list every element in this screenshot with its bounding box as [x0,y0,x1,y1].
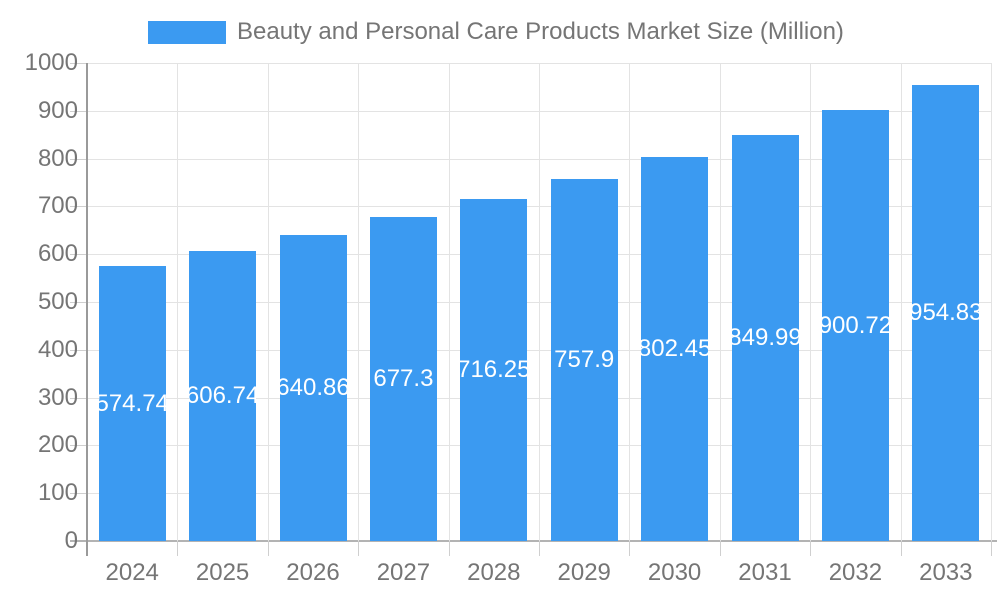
bar-value-label: 849.99 [731,323,799,351]
x-tick [448,541,450,556]
x-tick-label: 2026 [286,559,340,586]
x-gridline [267,63,269,541]
bar: 716.25 [460,198,528,541]
y-tick [70,302,87,303]
bar-value-label: 677.3 [373,365,434,393]
x-tick [267,541,269,556]
x-gridline [358,63,360,541]
legend-swatch [148,20,226,44]
x-tick-label: 2033 [919,559,973,586]
x-gridline [539,63,540,541]
bar-value-label: 640.86 [279,373,347,401]
bar-value-label: 900.72 [821,311,889,339]
bar-value-label: 954.83 [912,298,980,326]
x-gridline [900,63,902,541]
y-tick [70,110,87,112]
x-tick-label: 2029 [557,559,611,586]
y-tick [70,158,87,160]
y-tick-label: 100 [37,479,78,507]
y-tick-label: 200 [37,431,78,459]
x-tick [177,541,179,556]
y-tick-label: 0 [64,527,78,554]
legend-label: Beauty and Personal Care Products Market… [237,18,844,45]
x-gridline [629,63,631,541]
bar: 802.45 [641,157,709,541]
x-tick-label: 2024 [105,559,159,586]
chart-legend: Beauty and Personal Care Products Market… [148,17,844,47]
bar: 954.83 [912,84,980,541]
x-gridline [991,63,992,541]
y-tick [70,349,87,351]
y-tick-label: 800 [37,144,78,172]
y-tick [70,445,87,447]
x-tick [629,541,631,556]
x-tick-label: 2031 [738,559,792,586]
bar: 606.74 [189,250,257,541]
bar: 900.72 [821,110,889,541]
bar: 574.74 [98,266,166,541]
x-gridline [177,63,179,541]
bar-value-label: 757.9 [554,345,615,373]
x-tick [810,541,812,556]
x-tick [900,541,902,556]
y-tick-label: 600 [37,240,78,268]
y-tick-label: 300 [37,383,78,411]
bar: 677.3 [369,217,437,541]
bar-value-label: 802.45 [641,335,709,363]
bar: 640.86 [279,234,347,541]
y-tick [70,206,87,208]
x-axis-line [70,540,997,542]
y-tick [70,63,87,64]
bar-value-label: 606.74 [189,381,257,409]
x-tick [358,541,360,556]
x-tick-label: 2025 [195,559,250,586]
x-gridline [810,63,812,541]
x-tick-label: 2028 [467,559,521,586]
x-tick [539,541,540,556]
y-tick-label: 900 [37,96,78,124]
y-tick-label: 700 [37,192,78,220]
x-gridline [719,63,721,541]
x-tick-label: 2032 [828,559,883,586]
x-tick [991,541,992,556]
y-tick [70,397,87,399]
y-tick-label: 1000 [24,49,78,76]
bar: 757.9 [550,178,618,541]
x-tick [719,541,721,556]
x-tick-label: 2030 [647,559,702,586]
x-gridline [448,63,450,541]
bar: 849.99 [731,134,799,541]
y-tick [70,493,87,495]
y-axis-line [86,63,88,556]
bar-value-label: 574.74 [98,389,166,417]
y-tick-label: 500 [37,288,78,315]
y-tick [70,254,87,256]
y-tick-label: 400 [37,335,78,363]
bar-value-label: 716.25 [460,355,528,383]
x-tick-label: 2027 [376,559,431,586]
